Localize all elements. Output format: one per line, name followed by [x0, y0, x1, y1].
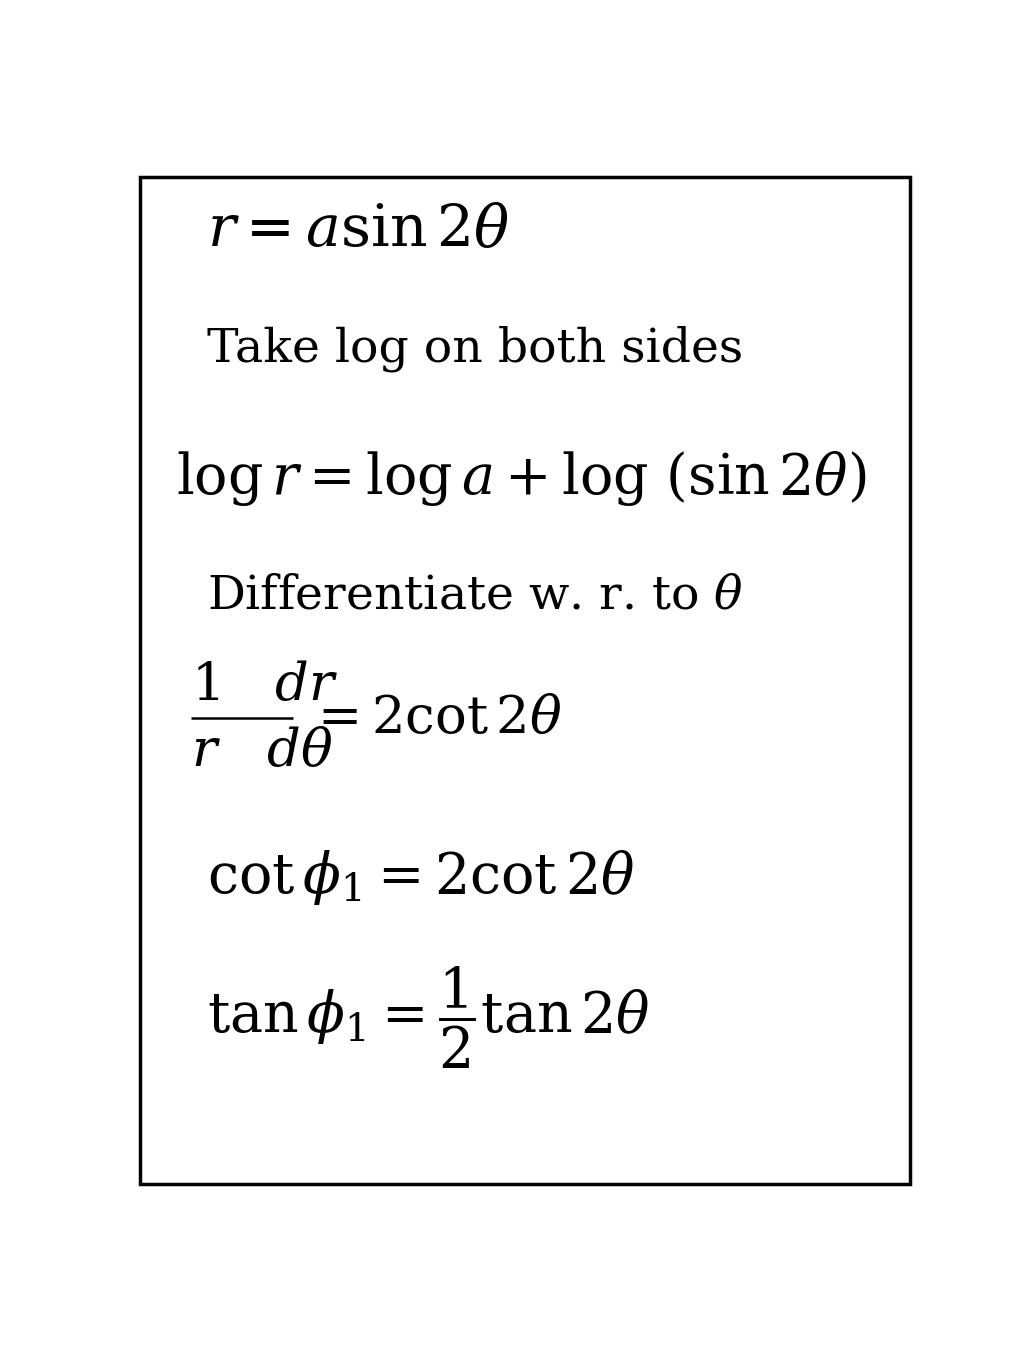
Text: Differentiate w. r. to $\theta$: Differentiate w. r. to $\theta$ — [207, 573, 743, 619]
Text: $\tan\phi_1 = \dfrac{1}{2}\tan 2\theta$: $\tan\phi_1 = \dfrac{1}{2}\tan 2\theta$ — [207, 965, 651, 1072]
Text: $r = a\sin 2\theta$: $r = a\sin 2\theta$ — [207, 201, 510, 257]
Text: Take log on both sides: Take log on both sides — [207, 325, 743, 372]
Text: $\cot\phi_1 = 2\cot 2\theta$: $\cot\phi_1 = 2\cot 2\theta$ — [207, 848, 635, 907]
Text: $\log r = \log a + \log\,(\sin 2\theta)$: $\log r = \log a + \log\,(\sin 2\theta)$ — [176, 449, 866, 508]
Text: $r\quad d\theta$: $r\quad d\theta$ — [191, 725, 334, 778]
Text: $1\quad dr$: $1\quad dr$ — [191, 659, 339, 710]
Text: $= 2\cot 2\theta$: $= 2\cot 2\theta$ — [306, 692, 561, 744]
